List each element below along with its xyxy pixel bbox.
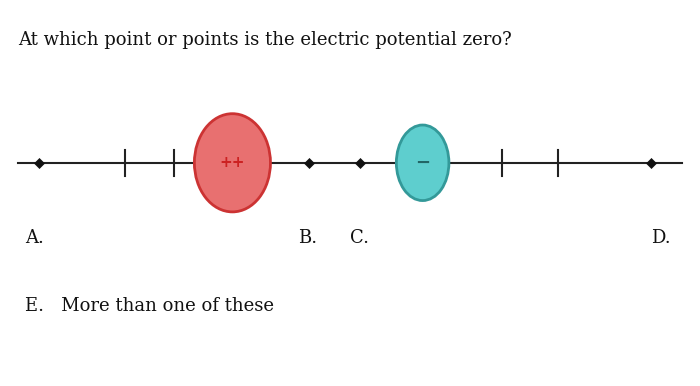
- Text: D.: D.: [651, 229, 671, 247]
- Ellipse shape: [195, 114, 270, 212]
- Text: At which point or points is the electric potential zero?: At which point or points is the electric…: [18, 30, 512, 49]
- Text: E.   More than one of these: E. More than one of these: [25, 297, 274, 315]
- Text: −: −: [415, 154, 430, 172]
- Text: ++: ++: [220, 155, 245, 170]
- Text: C.: C.: [350, 229, 369, 247]
- Text: B.: B.: [298, 229, 317, 247]
- Text: A.: A.: [25, 229, 44, 247]
- Ellipse shape: [396, 125, 449, 201]
